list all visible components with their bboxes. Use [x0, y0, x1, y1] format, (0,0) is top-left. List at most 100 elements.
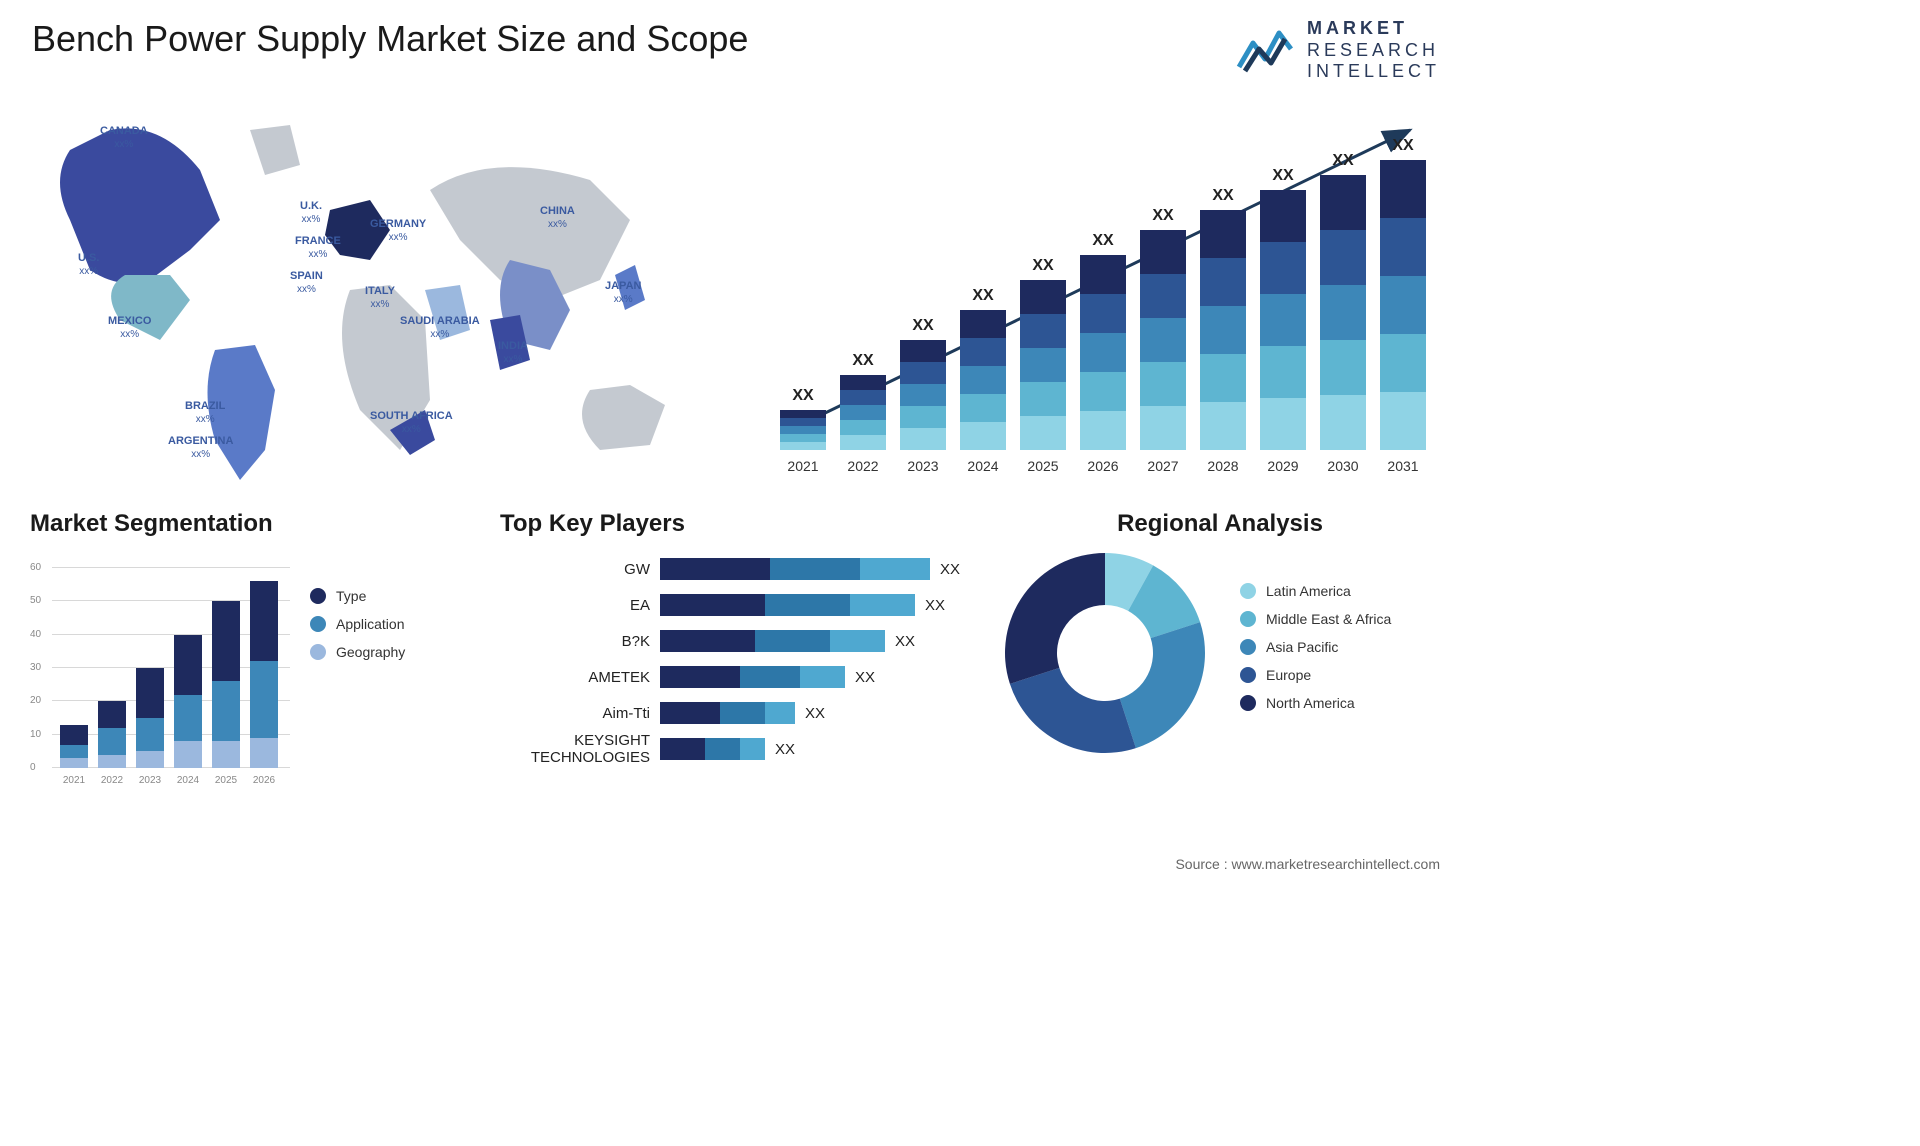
ytick: 10 — [30, 729, 41, 740]
seg-xlabel: 2023 — [136, 775, 164, 786]
legend-dot — [310, 644, 326, 660]
kp-seg — [765, 594, 850, 616]
growth-xlabel: 2026 — [1080, 458, 1126, 474]
map-label-india: INDIAxx% — [498, 340, 528, 366]
regional-donut — [1000, 548, 1210, 758]
legend-dot — [1240, 695, 1256, 711]
legend-dot — [1240, 667, 1256, 683]
kp-label: B?K — [500, 633, 660, 650]
kp-bar — [660, 702, 795, 724]
donut-slice-europe — [1010, 668, 1136, 753]
legend-label: Europe — [1266, 667, 1311, 683]
ytick: 0 — [30, 762, 36, 773]
growth-value-label: XX — [1200, 187, 1246, 205]
regional-legend-item: Latin America — [1240, 583, 1391, 599]
growth-xlabel: 2024 — [960, 458, 1006, 474]
segmentation-legend: Type Application Geography — [310, 588, 405, 672]
kp-row-ametek: AMETEKXX — [500, 664, 970, 690]
growth-bar-2022 — [840, 375, 886, 450]
growth-value-label: XX — [840, 352, 886, 370]
regional-section: Regional Analysis Latin AmericaMiddle Ea… — [1000, 510, 1440, 758]
kp-row-ea: EAXX — [500, 592, 970, 618]
legend-dot — [1240, 583, 1256, 599]
regional-legend: Latin AmericaMiddle East & AfricaAsia Pa… — [1240, 583, 1391, 723]
kp-label: KEYSIGHT TECHNOLOGIES — [500, 732, 660, 766]
source-text: Source : www.marketresearchintellect.com — [1175, 856, 1440, 872]
kp-seg — [705, 738, 740, 760]
growth-bar-2028 — [1200, 210, 1246, 450]
kp-seg — [755, 630, 830, 652]
seg-bar-2021 — [60, 725, 88, 768]
kp-bar — [660, 738, 765, 760]
growth-bar-2031 — [1380, 160, 1426, 450]
growth-bar-2021 — [780, 410, 826, 450]
map-label-saudiarabia: SAUDI ARABIAxx% — [400, 315, 480, 341]
legend-label: Latin America — [1266, 583, 1351, 599]
logo-text: MARKET RESEARCH INTELLECT — [1307, 18, 1440, 83]
map-label-spain: SPAINxx% — [290, 270, 323, 296]
kp-seg — [800, 666, 845, 688]
kp-seg — [660, 558, 770, 580]
growth-bar-chart: 2021XX2022XX2023XX2024XX2025XX2026XX2027… — [760, 100, 1440, 480]
kp-value: XX — [805, 705, 825, 722]
seg-bar-2025 — [212, 601, 240, 768]
kp-seg — [660, 702, 720, 724]
map-label-germany: GERMANYxx% — [370, 218, 426, 244]
map-label-brazil: BRAZILxx% — [185, 400, 225, 426]
map-label-us: U.S.xx% — [78, 252, 99, 278]
growth-xlabel: 2027 — [1140, 458, 1186, 474]
map-label-argentina: ARGENTINAxx% — [168, 435, 233, 461]
growth-value-label: XX — [1260, 167, 1306, 185]
legend-label: Geography — [336, 644, 405, 660]
growth-xlabel: 2022 — [840, 458, 886, 474]
kp-seg — [850, 594, 915, 616]
regional-title: Regional Analysis — [1000, 510, 1440, 538]
growth-bar-2030 — [1320, 175, 1366, 450]
seg-xlabel: 2021 — [60, 775, 88, 786]
kp-seg — [770, 558, 860, 580]
legend-label: Application — [336, 616, 405, 632]
kp-seg — [660, 738, 705, 760]
kp-seg — [720, 702, 765, 724]
growth-bar-2023 — [900, 340, 946, 450]
regional-legend-item: Asia Pacific — [1240, 639, 1391, 655]
growth-xlabel: 2030 — [1320, 458, 1366, 474]
legend-dot — [1240, 611, 1256, 627]
growth-value-label: XX — [1080, 232, 1126, 250]
logo-icon — [1235, 25, 1295, 75]
growth-bar-2029 — [1260, 190, 1306, 450]
kp-value: XX — [775, 741, 795, 758]
kp-value: XX — [940, 561, 960, 578]
kp-value: XX — [895, 633, 915, 650]
seg-bar-2026 — [250, 581, 278, 768]
key-players-chart: GWXXEAXXB?KXXAMETEKXXAim-TtiXXKEYSIGHT T… — [500, 556, 970, 762]
legend-item-type: Type — [310, 588, 405, 604]
brand-logo: MARKET RESEARCH INTELLECT — [1235, 18, 1440, 83]
regional-legend-item: Europe — [1240, 667, 1391, 683]
growth-xlabel: 2029 — [1260, 458, 1306, 474]
kp-seg — [660, 594, 765, 616]
map-label-canada: CANADAxx% — [100, 125, 148, 151]
growth-value-label: XX — [1320, 152, 1366, 170]
legend-item-geography: Geography — [310, 644, 405, 660]
legend-label: Asia Pacific — [1266, 639, 1338, 655]
seg-xlabel: 2022 — [98, 775, 126, 786]
kp-bar — [660, 558, 930, 580]
world-map: CANADAxx%U.S.xx%MEXICOxx%BRAZILxx%ARGENT… — [30, 90, 730, 490]
kp-seg — [660, 630, 755, 652]
ytick: 40 — [30, 629, 41, 640]
seg-xlabel: 2026 — [250, 775, 278, 786]
kp-label: EA — [500, 597, 660, 614]
kp-seg — [830, 630, 885, 652]
growth-bar-2024 — [960, 310, 1006, 450]
growth-value-label: XX — [960, 287, 1006, 305]
kp-bar — [660, 594, 915, 616]
key-players-section: Top Key Players GWXXEAXXB?KXXAMETEKXXAim… — [500, 510, 970, 772]
kp-row-aimtti: Aim-TtiXX — [500, 700, 970, 726]
kp-label: GW — [500, 561, 660, 578]
kp-seg — [765, 702, 795, 724]
growth-value-label: XX — [900, 317, 946, 335]
key-players-title: Top Key Players — [500, 510, 970, 538]
donut-slice-asiapacific — [1120, 622, 1205, 748]
seg-bar-2024 — [174, 635, 202, 768]
